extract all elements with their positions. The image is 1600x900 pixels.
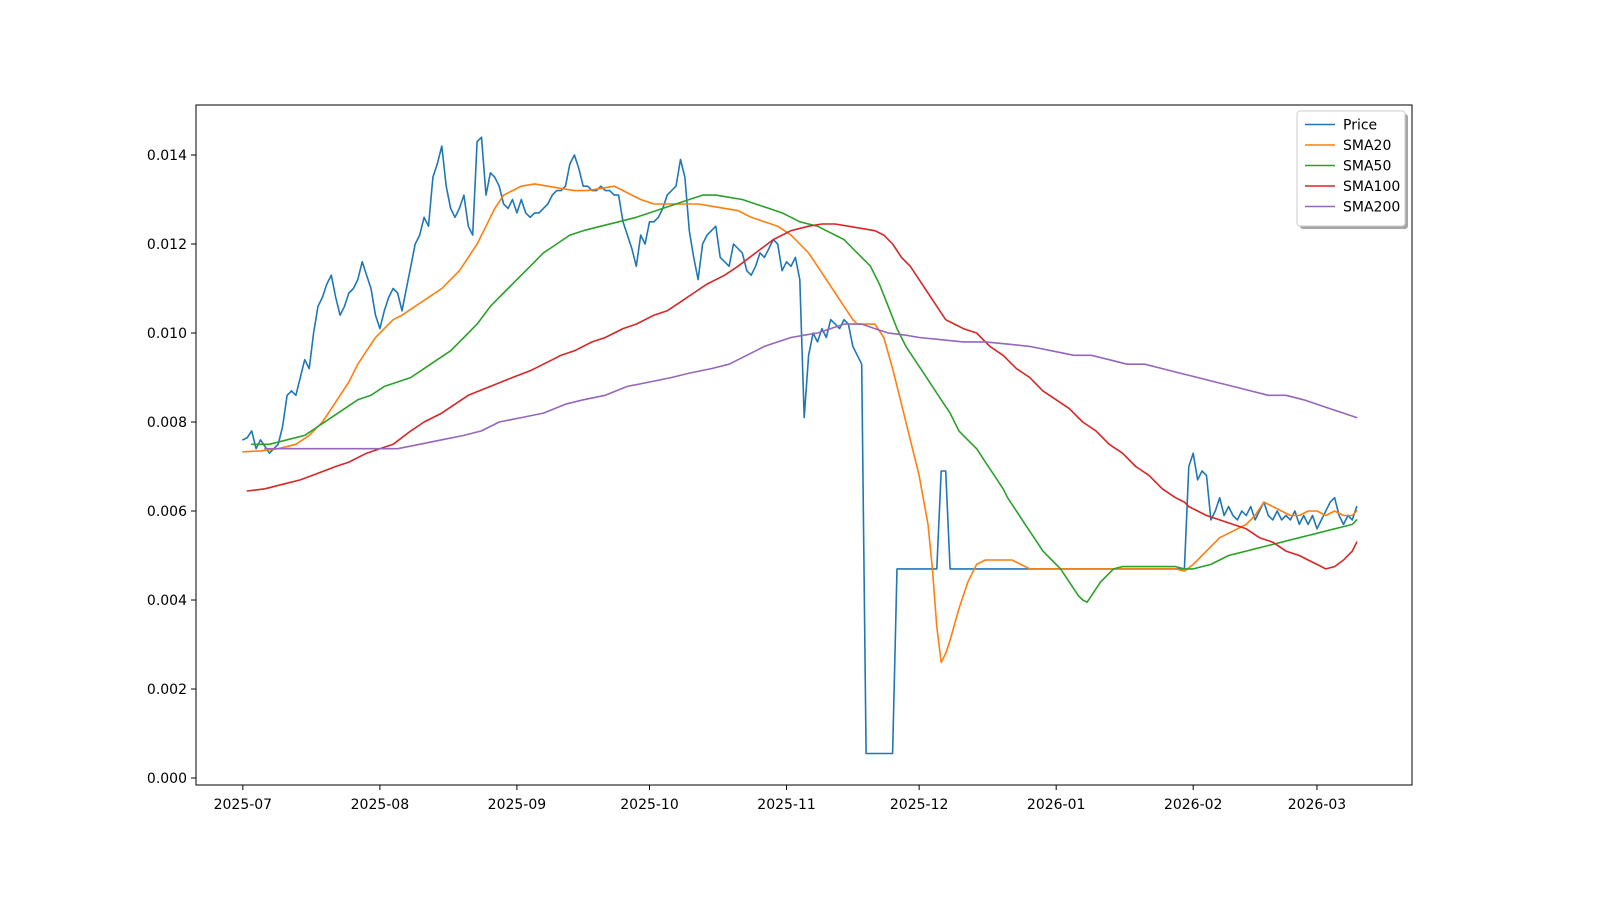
axes-frame — [195, 104, 1413, 786]
legend-label: SMA100 — [1343, 179, 1400, 195]
series-line-sma100 — [246, 223, 1358, 570]
series-line-sma50 — [250, 194, 1358, 604]
legend-label: SMA20 — [1343, 138, 1391, 154]
x-tick-label: 2025-09 — [488, 797, 547, 813]
y-tick-label: 0.010 — [147, 326, 187, 342]
legend-label: SMA50 — [1343, 159, 1391, 175]
x-tick-label: 2025-07 — [214, 797, 273, 813]
x-tick-label: 2025-08 — [351, 797, 410, 813]
y-tick-label: 0.002 — [147, 682, 187, 698]
legend-item-price: Price — [1305, 118, 1377, 134]
x-tick-label: 2025-11 — [757, 797, 816, 813]
x-tick-label: 2026-03 — [1288, 797, 1347, 813]
x-tick-label: 2025-10 — [620, 797, 679, 813]
y-tick-label: 0.004 — [147, 593, 187, 609]
y-tick-label: 0.006 — [147, 504, 187, 520]
x-tick-label: 2025-12 — [890, 797, 949, 813]
legend-item-sma50: SMA50 — [1305, 159, 1391, 175]
legend-label: Price — [1343, 118, 1377, 134]
legend-item-sma200: SMA200 — [1305, 200, 1400, 216]
x-tick-label: 2026-02 — [1164, 797, 1223, 813]
legend-label: SMA200 — [1343, 200, 1400, 216]
legend-box — [1296, 110, 1406, 227]
y-tick-label: 0.014 — [147, 148, 187, 164]
legend-item-sma100: SMA100 — [1305, 179, 1400, 195]
legend-item-sma20: SMA20 — [1305, 138, 1391, 154]
y-tick-label: 0.008 — [147, 415, 187, 431]
y-tick-label: 0.000 — [147, 771, 187, 787]
y-tick-label: 0.012 — [147, 237, 187, 253]
series-line-sma200 — [264, 323, 1358, 450]
x-tick-label: 2026-01 — [1027, 797, 1086, 813]
series-line-sma20 — [242, 183, 1358, 664]
